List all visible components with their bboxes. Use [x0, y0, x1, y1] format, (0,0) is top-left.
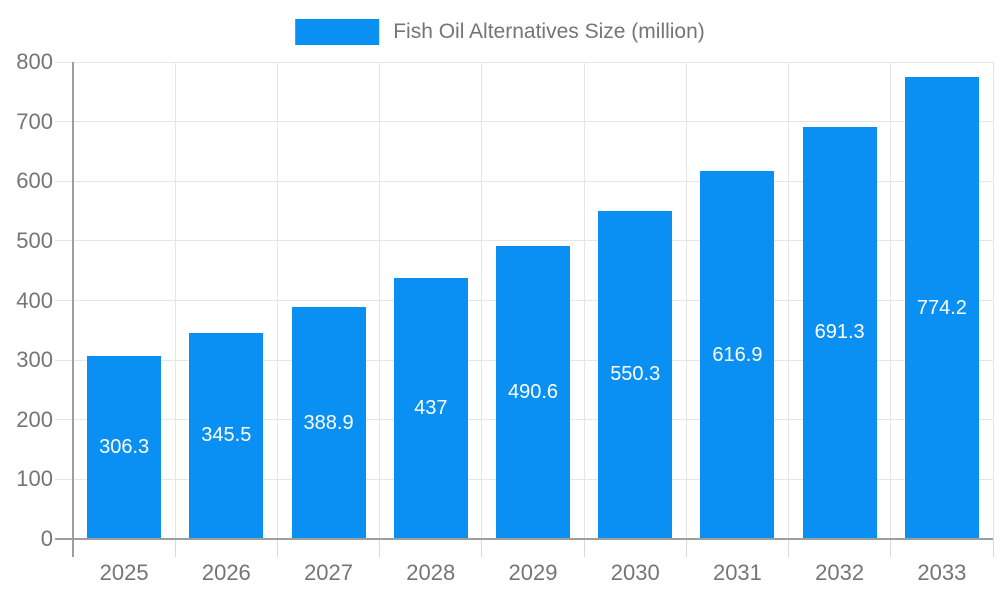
y-axis-label: 200 — [16, 406, 53, 432]
bar-value-label: 550.3 — [610, 363, 661, 386]
x-axis-tick — [788, 539, 790, 557]
x-axis-label: 2032 — [815, 560, 865, 585]
y-axis-label: 700 — [16, 108, 53, 134]
grid-line-vertical — [890, 62, 892, 539]
grid-line-horizontal — [55, 180, 993, 182]
bar[interactable]: 306.3 — [87, 356, 162, 539]
grid-line-horizontal — [55, 61, 993, 63]
bar[interactable]: 490.6 — [496, 246, 570, 539]
x-axis-tick — [379, 539, 381, 557]
y-axis-label: 0 — [40, 526, 53, 551]
x-axis-tick — [583, 539, 585, 557]
x-axis-line — [55, 538, 993, 540]
grid-line-vertical — [685, 62, 687, 539]
y-axis-line — [72, 62, 74, 557]
bar[interactable]: 774.2 — [904, 77, 979, 539]
y-axis-label: 600 — [16, 168, 53, 194]
grid-line-vertical — [276, 62, 278, 539]
bar-value-label: 388.9 — [303, 411, 354, 434]
x-axis-label: 2027 — [304, 560, 354, 585]
bar-value-label: 616.9 — [712, 343, 763, 366]
x-axis-label: 2033 — [917, 560, 967, 585]
x-axis-tick — [992, 539, 994, 557]
legend-swatch — [295, 19, 380, 45]
grid-line-vertical — [583, 62, 585, 539]
y-axis-label: 400 — [16, 287, 53, 313]
x-axis-tick — [276, 539, 278, 557]
x-axis-tick — [174, 539, 176, 557]
bar-value-label: 490.6 — [507, 381, 559, 404]
grid-line-vertical — [379, 62, 381, 539]
y-axis-label: 500 — [16, 227, 53, 253]
bar-value-label: 437 — [414, 397, 448, 420]
bar-value-label: 774.2 — [916, 296, 967, 319]
bar[interactable]: 345.5 — [189, 332, 264, 539]
grid-line-vertical — [174, 62, 176, 539]
y-axis-label: 100 — [16, 466, 53, 492]
bar-value-label: 306.3 — [99, 436, 150, 459]
y-axis-label: 300 — [16, 347, 53, 373]
grid-line-vertical — [788, 62, 790, 539]
bar[interactable]: 616.9 — [700, 171, 775, 539]
bar-value-label: 691.3 — [814, 321, 865, 344]
grid-line-vertical — [992, 62, 994, 539]
bar[interactable]: 437 — [393, 278, 468, 539]
legend[interactable]: Fish Oil Alternatives Size (million) — [295, 19, 705, 45]
x-axis-label: 2031 — [712, 560, 762, 585]
x-axis-tick — [685, 539, 687, 557]
x-axis-tick — [481, 539, 483, 557]
y-axis-label: 800 — [16, 49, 53, 74]
x-axis-label: 2028 — [406, 560, 456, 585]
x-axis-label: 2025 — [99, 560, 149, 585]
grid-line-vertical — [481, 62, 483, 539]
bar[interactable]: 691.3 — [802, 126, 877, 539]
x-axis-tick — [890, 539, 892, 557]
grid-line-horizontal — [55, 121, 993, 123]
x-axis-label: 2030 — [610, 560, 660, 585]
bar-value-label: 345.5 — [201, 424, 252, 447]
x-axis-label: 2029 — [508, 560, 558, 585]
x-axis-label: 2026 — [201, 560, 251, 585]
bar[interactable]: 388.9 — [291, 307, 366, 539]
legend-label: Fish Oil Alternatives Size (million) — [393, 20, 705, 43]
bar[interactable]: 550.3 — [598, 210, 673, 539]
grid-line-horizontal — [55, 240, 993, 242]
